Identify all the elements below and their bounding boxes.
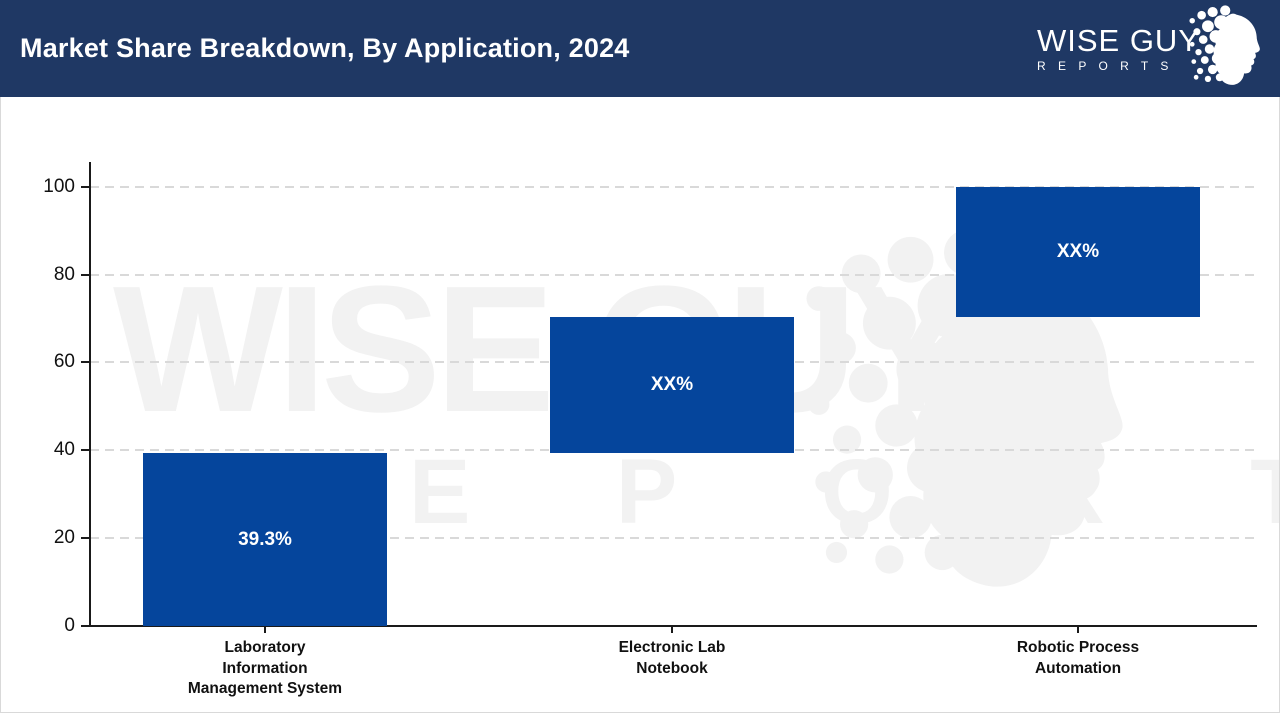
x-category-label-line: Automation (1034, 659, 1122, 677)
chart-title: Market Share Breakdown, By Application, … (20, 33, 630, 63)
y-tick-label-100: 100 (43, 175, 75, 197)
wiseguy-logo: WISE GUY R E P O R T S (1037, 4, 1266, 93)
logo-wordmark: WISE GUY (1036, 23, 1200, 58)
logo-subtext: R E P O R T S (1036, 59, 1173, 73)
y-tick-20 (81, 537, 89, 540)
axes: 0 20 40 60 80 100 (1, 97, 1279, 712)
x-axis-line (89, 625, 1257, 627)
x-category-label-line: Management System (187, 680, 343, 697)
y-axis-line (89, 162, 91, 627)
gridline-80 (90, 273, 1257, 276)
x-category-label: Laboratory Information Management System (105, 638, 425, 700)
x-category-label-line: Laboratory (224, 639, 306, 656)
gridline-100 (90, 185, 1257, 188)
gridline-20 (90, 537, 1257, 540)
bar-segment: XX% (956, 186, 1200, 317)
bar-value-label: XX% (650, 374, 694, 396)
header-bar: Market Share Breakdown, By Application, … (0, 0, 1280, 97)
y-tick-80 (81, 273, 89, 276)
x-category-label: Robotic Process Automation (918, 638, 1238, 679)
y-tick-40 (81, 449, 89, 452)
x-category-label-line: Robotic Process (1016, 639, 1140, 656)
x-category-label-line: Information (222, 659, 308, 677)
bar-value-label: XX% (1056, 240, 1100, 262)
bar-value-label: 39.3% (238, 528, 292, 550)
wiseguy-face-icon (1189, 4, 1260, 85)
bar-segment: 39.3% (143, 453, 387, 626)
x-tick-1 (671, 627, 673, 633)
bar-segment: XX% (550, 316, 794, 454)
y-tick-0 (81, 625, 89, 627)
bars: 39.3% Laboratory Information Management Sys… (1, 97, 1279, 712)
y-tick-label-40: 40 (53, 439, 75, 461)
x-category-label-line: Notebook (636, 659, 708, 677)
x-category-label: Electronic Lab Notebook (512, 638, 832, 679)
y-tick-label-20: 20 (53, 527, 75, 549)
logo-text: WISE GUY R E P O R T S (1037, 25, 1200, 72)
y-tick-label-60: 60 (53, 351, 75, 373)
x-category-label-line: Electronic Lab (618, 639, 726, 656)
y-tick-60 (81, 361, 89, 364)
x-tick-0 (264, 627, 266, 633)
y-tick-label-0: 0 (64, 615, 75, 636)
y-tick-100 (81, 185, 89, 188)
x-tick-2 (1077, 627, 1079, 633)
y-tick-label-80: 80 (53, 263, 75, 285)
